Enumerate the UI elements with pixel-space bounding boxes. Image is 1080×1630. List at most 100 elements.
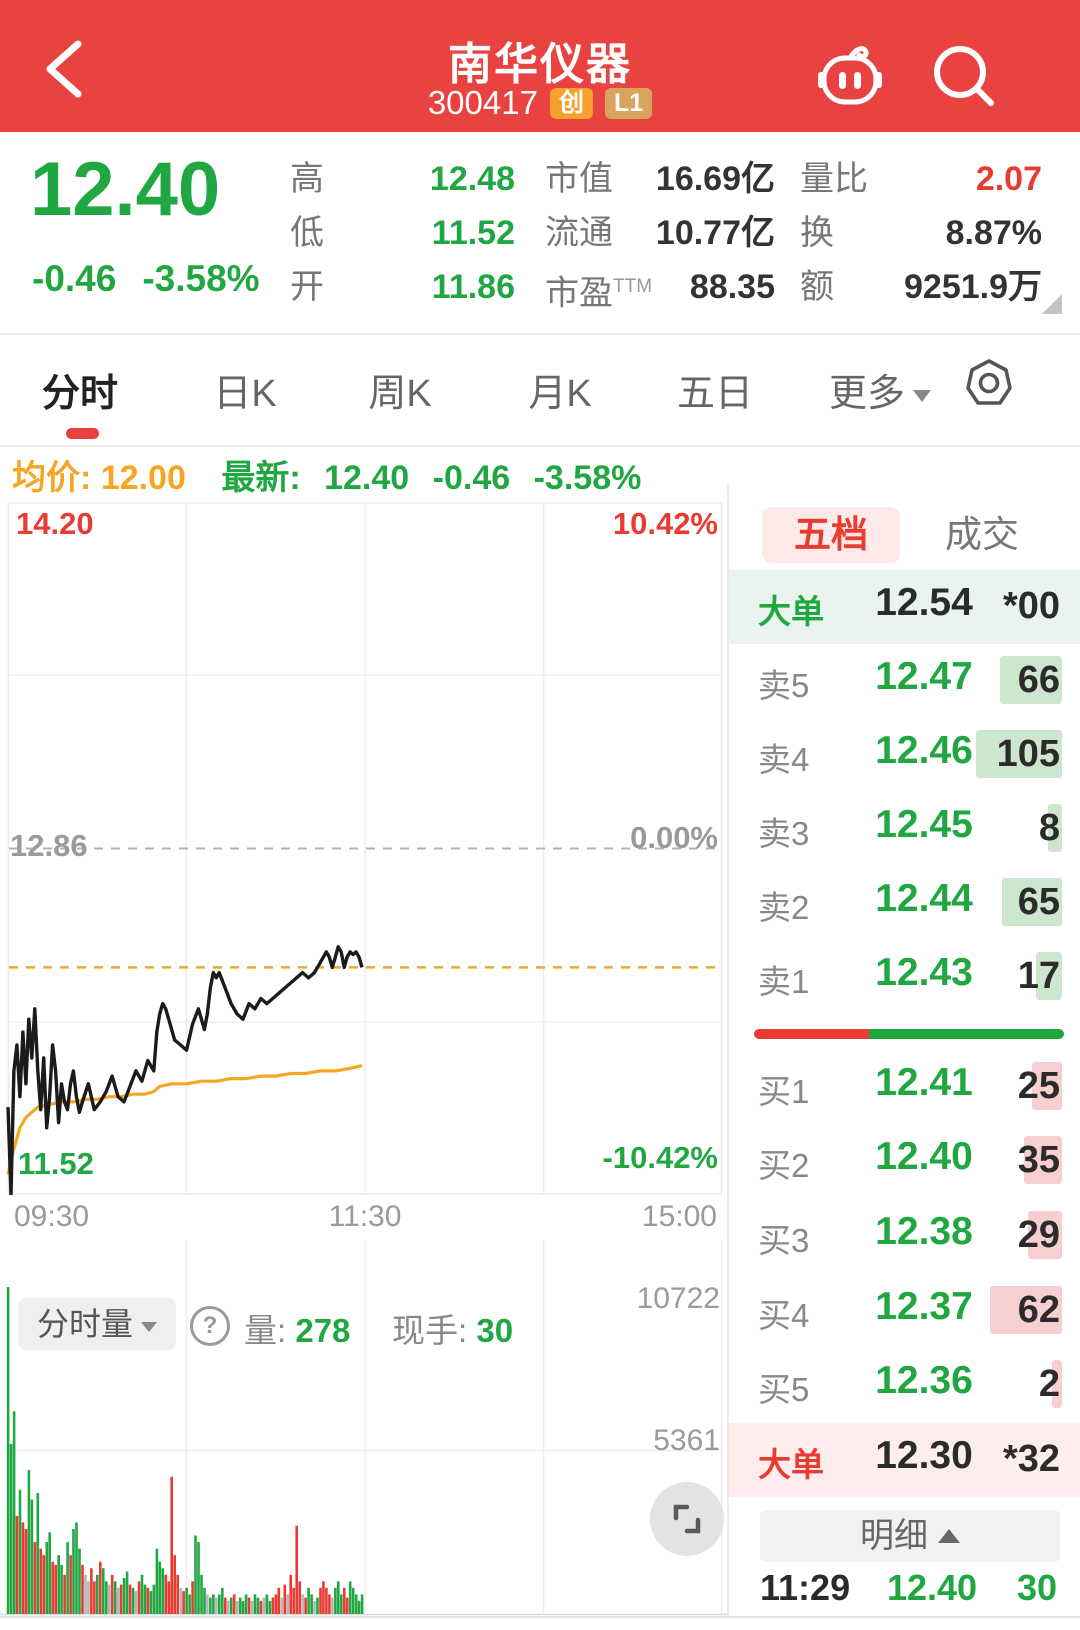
latest-label: 最新: xyxy=(221,459,301,497)
tab-five-levels[interactable]: 五档 xyxy=(762,507,900,563)
qty-heat-bar xyxy=(1032,1062,1062,1110)
qty-heat-bar xyxy=(1052,1360,1062,1408)
amount-label: 额 xyxy=(800,268,834,306)
qty-heat-bar xyxy=(990,1286,1062,1334)
volumeratio-label: 量比 xyxy=(800,160,868,198)
marketcap-value: 16.69亿 xyxy=(655,160,775,198)
marketcap-label: 市值 xyxy=(545,160,613,198)
quote-expand-handle[interactable] xyxy=(1042,294,1062,314)
bottom-divider xyxy=(0,1616,1080,1618)
sell-2-row[interactable]: 卖2 12.44 65 xyxy=(758,877,1062,926)
price-info-line: 均价: 12.00 最新: 12.40 -0.46 -3.58% xyxy=(12,450,655,499)
ymin-price-label: 11.52 xyxy=(18,1146,94,1181)
buy-1-row[interactable]: 买1 12.41 25 xyxy=(758,1061,1062,1110)
pe-label: 市盈TTM xyxy=(545,274,653,313)
tab-five-day[interactable]: 五日 xyxy=(676,373,754,415)
time-label-close: 15:00 xyxy=(641,1200,717,1233)
search-icon[interactable] xyxy=(930,42,998,110)
lot-readout: 现手: 30 xyxy=(392,1312,514,1349)
sell-4-row[interactable]: 卖4 12.46 105 xyxy=(758,729,1062,778)
open-value: 11.86 xyxy=(431,268,515,306)
tab-minute[interactable]: 分时 xyxy=(41,373,119,415)
tab-deals[interactable]: 成交 xyxy=(945,514,1019,555)
last-deal-row[interactable]: 11:29 12.40 30 xyxy=(729,1567,1080,1615)
deal-time: 11:29 xyxy=(760,1567,851,1608)
divider xyxy=(0,445,1080,447)
qty-heat-bar xyxy=(976,730,1062,778)
open-label: 开 xyxy=(290,268,324,306)
volume-mode-selector[interactable]: 分时量 xyxy=(18,1298,176,1350)
detail-toggle-button[interactable]: 明细 xyxy=(760,1510,1060,1562)
big-sell-order-row[interactable]: 大单 12.54 *00 xyxy=(729,570,1080,644)
big-buy-order-row[interactable]: 大单 12.30 *32 xyxy=(729,1423,1080,1497)
prevclose-price-label: 12.86 xyxy=(10,828,88,863)
turnover-value: 8.87% xyxy=(945,214,1042,252)
ymax-pct-label: 10.42% xyxy=(612,506,718,541)
robot-assistant-icon[interactable] xyxy=(812,40,888,112)
tab-monthly-k[interactable]: 月K xyxy=(528,373,592,415)
prevclose-pct-label: 0.00% xyxy=(630,820,718,855)
low-label: 低 xyxy=(290,214,324,252)
high-value: 12.48 xyxy=(429,160,515,198)
change-value: -0.46 xyxy=(32,258,117,299)
qty-heat-bar xyxy=(1028,1211,1062,1259)
chevron-down-icon xyxy=(913,389,932,402)
help-icon[interactable]: ? xyxy=(190,1306,230,1346)
sell-1-row[interactable]: 卖1 12.43 17 xyxy=(758,951,1062,1000)
qty-heat-bar xyxy=(1024,1136,1062,1184)
sell-3-row[interactable]: 卖3 12.45 8 xyxy=(758,803,1062,852)
latest-value: 12.40 xyxy=(324,459,410,497)
buy-5-row[interactable]: 买5 12.36 2 xyxy=(758,1359,1062,1408)
level1-badge: L1 xyxy=(604,87,653,119)
intraday-price-chart[interactable] xyxy=(0,502,727,1195)
volume-mid-label: 5361 xyxy=(653,1424,720,1457)
price-change: -0.46 -3.58% xyxy=(32,258,286,300)
expand-icon xyxy=(673,1504,701,1534)
turnover-label: 换 xyxy=(800,214,834,252)
time-label-noon: 11:30 xyxy=(328,1200,402,1233)
avg-price-value: 12.00 xyxy=(100,459,186,497)
tab-daily-k[interactable]: 日K xyxy=(213,373,277,415)
low-value: 11.52 xyxy=(431,214,515,252)
quote-row-1: 高 12.48 市值 16.69亿 量比 2.07 xyxy=(0,158,1080,200)
change-percent: -3.58% xyxy=(142,258,260,299)
fullscreen-button[interactable] xyxy=(650,1482,724,1556)
selected-tab-indicator xyxy=(66,428,99,439)
buy-2-row[interactable]: 买2 12.40 35 xyxy=(758,1135,1062,1184)
gear-icon[interactable] xyxy=(962,356,1016,410)
stock-code: 300417 xyxy=(427,84,538,121)
tab-weekly-k[interactable]: 周K xyxy=(368,373,432,415)
qty-heat-bar xyxy=(1000,656,1062,704)
pe-ttm-sup: TTM xyxy=(613,276,653,297)
tab-more[interactable]: 更多 xyxy=(829,362,932,417)
sell-strength xyxy=(754,1029,869,1039)
quote-row-3: 开 11.86 市盈TTM 88.35 额 9251.9万 xyxy=(0,266,1080,312)
ymax-price-label: 14.20 xyxy=(16,506,94,541)
sell-5-row[interactable]: 卖5 12.47 66 xyxy=(758,655,1062,704)
back-icon[interactable] xyxy=(38,38,90,100)
qty-heat-bar xyxy=(1002,878,1062,926)
buy-3-row[interactable]: 买3 12.38 29 xyxy=(758,1210,1062,1259)
buy-4-row[interactable]: 买4 12.37 62 xyxy=(758,1285,1062,1334)
divider xyxy=(0,333,1080,335)
buy-strength xyxy=(869,1029,1064,1039)
pe-value: 88.35 xyxy=(689,268,775,306)
float-label: 流通 xyxy=(545,214,613,252)
page-title: 南华仪器 xyxy=(448,40,632,89)
chinext-badge: 创 xyxy=(549,87,593,119)
chevron-up-icon xyxy=(938,1529,960,1544)
deal-qty: 30 xyxy=(1016,1567,1057,1608)
volume-readout: 量: 278 xyxy=(244,1312,351,1349)
current-price: 12.40 xyxy=(30,147,221,232)
deal-price: 12.40 xyxy=(886,1567,978,1608)
ymin-pct-label: -10.42% xyxy=(602,1140,718,1175)
high-label: 高 xyxy=(290,160,324,198)
order-book-panel: 五档 成交 大单 12.54 *00 卖5 12.47 66 卖4 12.46 … xyxy=(727,485,1080,1616)
latest-change: -0.46 xyxy=(432,459,511,497)
volume-chart[interactable] xyxy=(0,1240,727,1617)
volume-bars xyxy=(6,1287,364,1615)
avg-price-series xyxy=(6,1064,363,1175)
qty-heat-bar xyxy=(1036,952,1062,1000)
avg-price-label: 均价: xyxy=(12,459,92,497)
